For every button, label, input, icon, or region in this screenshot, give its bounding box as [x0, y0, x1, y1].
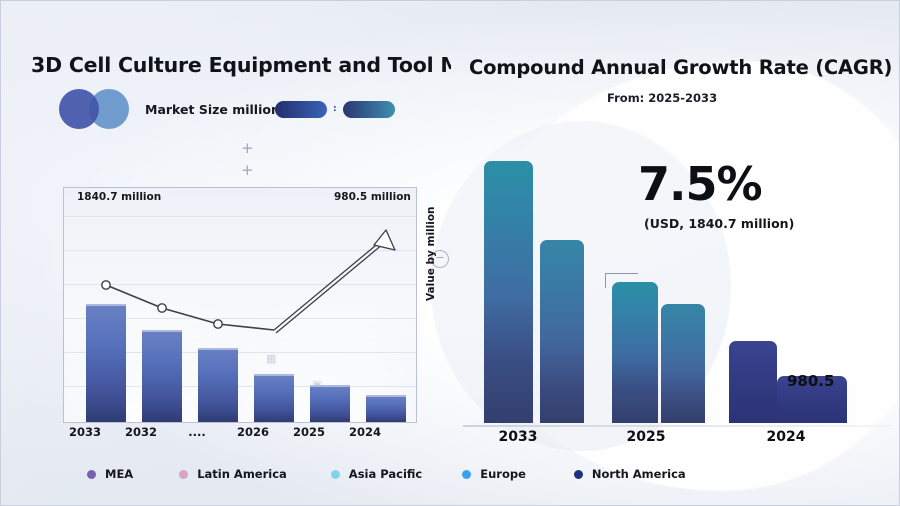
growth-arrow-icon	[273, 229, 396, 334]
legend-label: Asia Pacific	[348, 467, 423, 481]
left-chart: ▦ ▣	[63, 187, 417, 423]
left-x-label-0: 2033	[68, 425, 101, 439]
venn-circles-icon	[59, 89, 133, 129]
plus-decoration-icon: +	[241, 139, 254, 157]
left-chart-overlay	[101, 229, 396, 334]
bottom-legend: MEA Latin America Asia Pacific Europe No…	[85, 467, 686, 481]
cagr-note: (USD, 1840.7 million)	[644, 216, 795, 231]
legend-item-asia-pacific[interactable]: Asia Pacific	[330, 467, 423, 481]
plus-decoration-icon: +	[241, 161, 254, 179]
legend-label: MEA	[105, 467, 134, 481]
pill-separator: :	[333, 104, 337, 114]
legend-dot-icon	[330, 469, 340, 479]
bar-2026	[254, 374, 294, 422]
right-bar-2024-secondary	[777, 376, 847, 423]
right-bar-2033-primary	[484, 161, 533, 423]
right-chart-baseline	[463, 425, 893, 427]
legend-item-europe[interactable]: Europe	[462, 467, 526, 481]
legend-item-mea[interactable]: MEA	[85, 467, 134, 481]
minus-circle-icon: −	[431, 250, 449, 268]
gradient-pill-group: :	[275, 101, 395, 118]
left-x-label-4: 2025	[292, 425, 325, 439]
bar-2032	[142, 330, 182, 422]
left-chart-annotation-start: 1840.7 million	[77, 191, 162, 203]
cagr-value: 7.5%	[638, 157, 763, 211]
left-x-label-1: 2032	[124, 425, 157, 439]
right-chart-data-label: 980.5	[787, 372, 835, 390]
watermark-icon: ▣	[312, 378, 322, 391]
right-x-label-0: 2033	[498, 429, 538, 445]
left-x-label-2: ....	[188, 425, 206, 439]
watermark-icon: ▦	[266, 352, 277, 365]
left-x-label-5: 2024	[348, 425, 381, 439]
legend-dot-icon	[462, 469, 472, 479]
bar-2024	[366, 395, 406, 422]
left-x-label-3: 2026	[236, 425, 269, 439]
legend-label: Europe	[480, 467, 526, 481]
legend-item-north-america[interactable]: North America	[573, 467, 686, 481]
right-x-label-2: 2024	[766, 429, 806, 445]
left-chart-annotation-end: 980.5 million	[334, 191, 411, 203]
right-bar-2033-secondary	[540, 240, 584, 423]
left-legend-top: Market Size million	[59, 89, 280, 129]
right-bar-2025-primary	[612, 282, 658, 423]
right-panel-subtitle: From: 2025-2033	[607, 91, 718, 105]
legend-dot-icon	[85, 467, 98, 481]
right-bar-2025-secondary	[661, 304, 705, 423]
right-panel-title: Compound Annual Growth Rate (CAGR)	[469, 56, 893, 79]
bracket-decoration	[605, 273, 638, 288]
legend-item-latin-america[interactable]: Latin America	[179, 467, 287, 481]
gradient-pill-secondary	[342, 101, 395, 118]
legend-dot-icon	[573, 469, 583, 479]
right-bar-2024-primary	[729, 341, 777, 423]
legend-label: North America	[591, 467, 686, 481]
left-legend-top-label: Market Size million	[145, 101, 280, 117]
legend-dot-icon	[179, 469, 189, 479]
bar-2025	[310, 385, 350, 422]
bar-2033	[86, 304, 126, 422]
bar-ellipsis	[198, 348, 238, 422]
right-x-label-1: 2025	[626, 429, 666, 445]
right-chart-y-axis-label: Value by million	[425, 206, 437, 301]
legend-label: Latin America	[197, 467, 287, 481]
left-panel-title: 3D Cell Culture Equipment and Tool Ma…	[31, 53, 451, 77]
gradient-pill-primary	[275, 101, 327, 118]
